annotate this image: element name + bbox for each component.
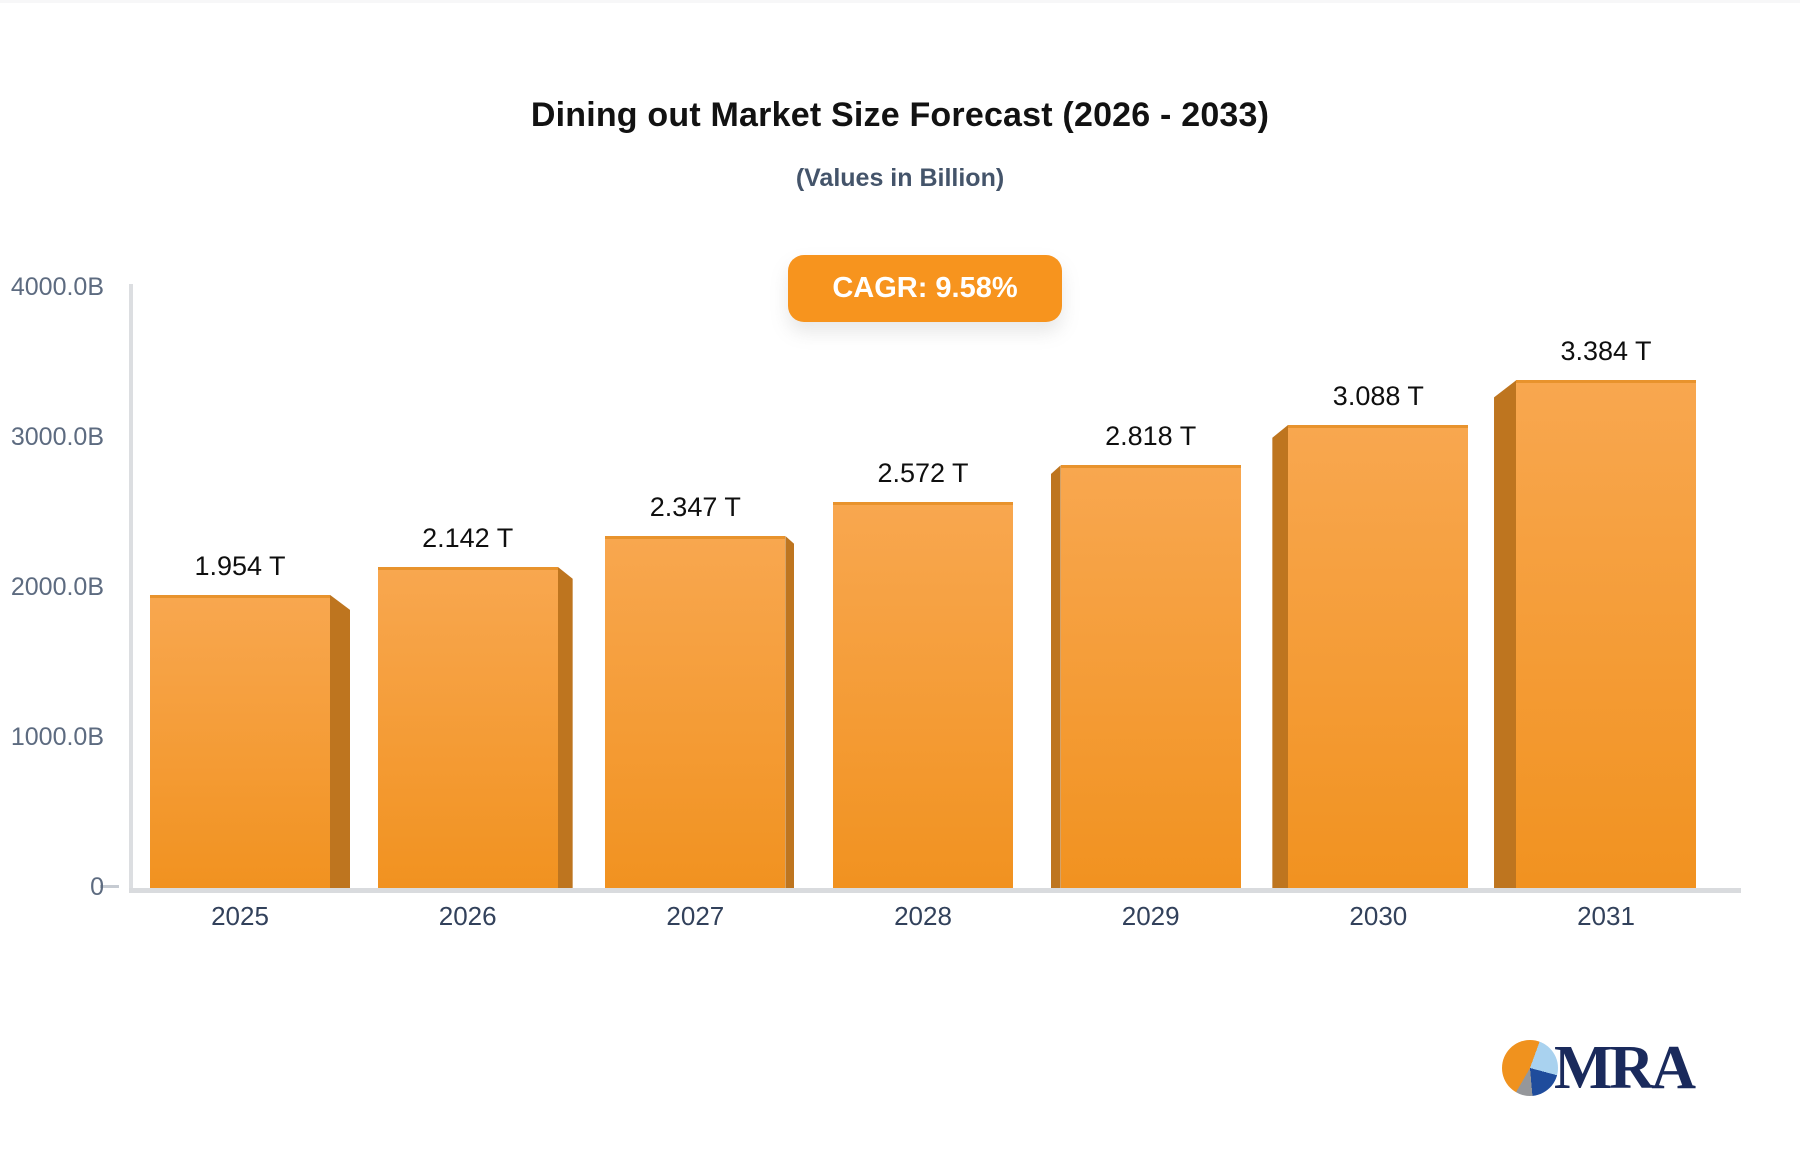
x-tick-label: 2030 <box>1349 901 1408 931</box>
y-axis-line <box>129 284 133 891</box>
bar-side-face <box>785 535 795 888</box>
bar-2026 <box>377 566 558 888</box>
bar-2030 <box>1288 424 1469 888</box>
logo-text: MRA <box>1554 1034 1696 1102</box>
bar-value-label: 2.347 T <box>649 491 741 522</box>
x-tick-label: 2028 <box>894 901 952 931</box>
y-tick-label: 4000.0B <box>10 273 104 301</box>
bar-value-label: 3.088 T <box>1332 380 1424 411</box>
x-tick-label: 2027 <box>666 901 725 931</box>
chart-title: Dining out Market Size Forecast (2026 - … <box>530 96 1270 134</box>
bar-2027 <box>605 535 786 888</box>
logo-pie-icon <box>1502 1040 1558 1096</box>
bar-value-label: 3.384 T <box>1560 336 1652 367</box>
x-tick-label: 2031 <box>1577 901 1635 931</box>
bar-2028 <box>833 502 1013 888</box>
bar-value-label: 1.954 T <box>194 550 286 581</box>
chart-subtitle: (Values in Billion) <box>795 164 1005 192</box>
bar-value-label: 2.818 T <box>1105 421 1197 452</box>
bar-side-face <box>1272 424 1289 888</box>
bar-2031 <box>1516 380 1697 888</box>
bar-side-face <box>1050 465 1061 888</box>
bar-value-label: 2.572 T <box>877 458 969 489</box>
bar-2025 <box>150 594 330 888</box>
bar-side-face <box>1494 380 1517 888</box>
x-axis-line <box>129 888 1741 893</box>
bar-side-face <box>557 566 573 888</box>
y-tick-label: 2000.0B <box>10 573 104 601</box>
y-tick-label: 0 <box>90 873 104 901</box>
top-edge-divider <box>0 0 1800 3</box>
bar-2029 <box>1060 465 1241 888</box>
logo: MRA <box>1502 1034 1696 1102</box>
zero-tick-mark <box>100 885 119 888</box>
x-tick-label: 2029 <box>1121 901 1180 931</box>
x-tick-label: 2026 <box>438 901 497 931</box>
y-tick-label: 3000.0B <box>10 423 104 451</box>
x-tick-label: 2025 <box>211 901 269 931</box>
cagr-badge: CAGR: 9.58% <box>788 255 1062 322</box>
bar-side-face <box>330 594 350 888</box>
bar-value-label: 2.142 T <box>422 522 514 553</box>
y-tick-label: 1000.0B <box>10 723 104 751</box>
